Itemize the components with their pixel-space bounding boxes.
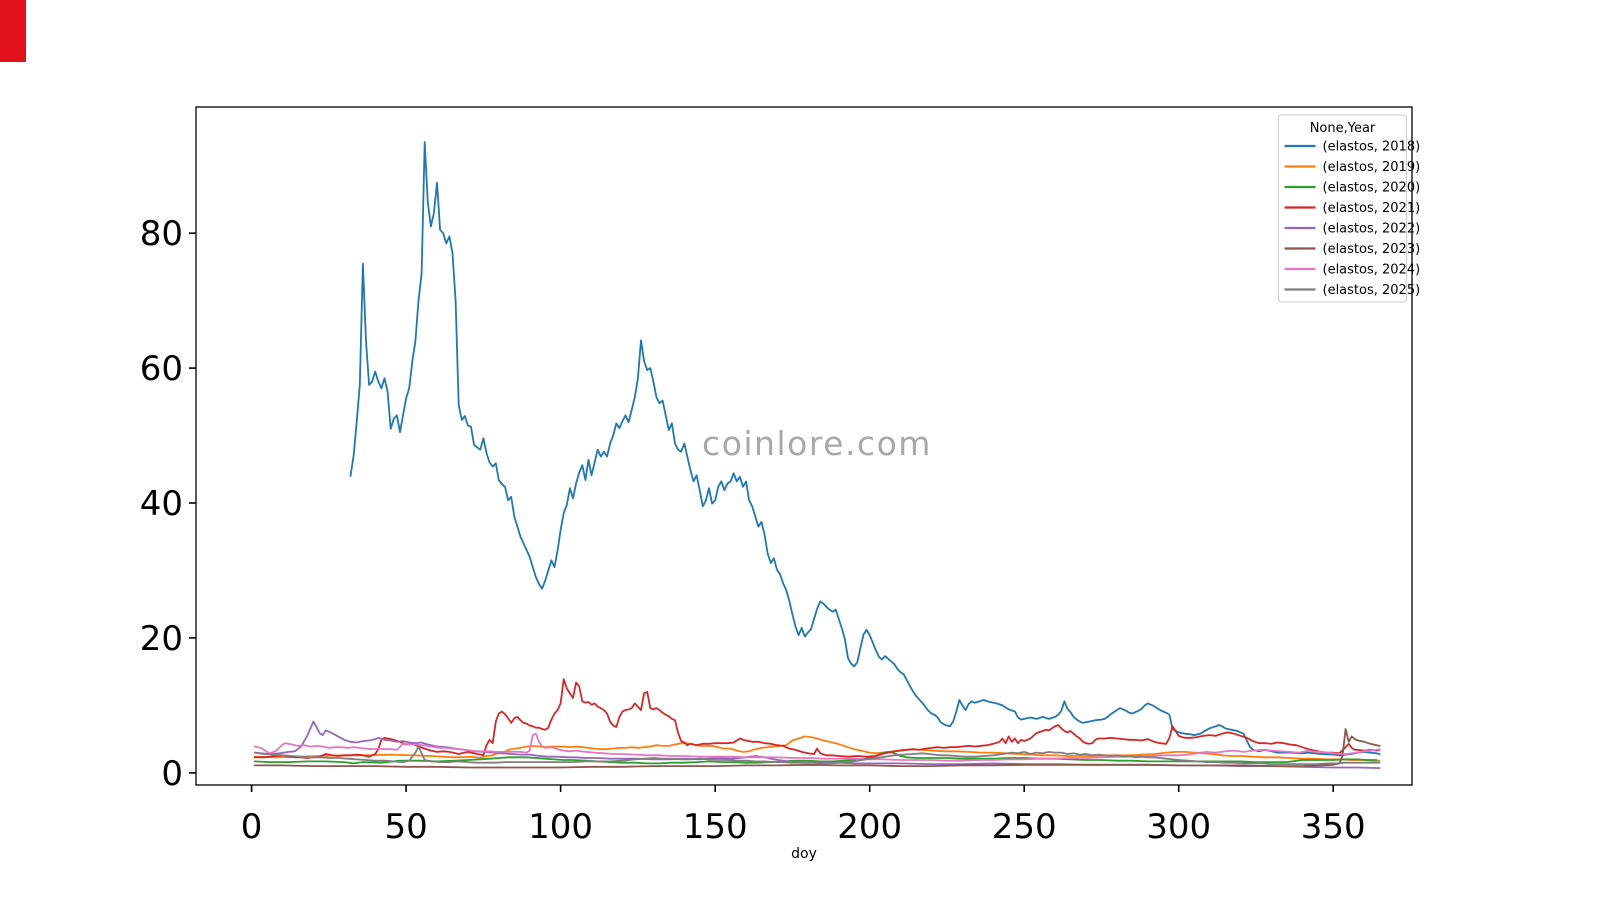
x-tick-label: 300 [1146,807,1211,847]
series-line [253,745,1381,765]
watermark-text: coinlore.com [702,424,932,463]
legend-box [1278,114,1407,303]
series-line [253,720,1381,769]
y-tick-label: 0 [161,754,183,794]
series-line [349,141,1381,757]
x-tick-label: 150 [683,807,748,847]
x-tick-label: 200 [837,807,902,847]
recording-indicator-strip [0,0,26,62]
legend-title: None,Year [1310,121,1376,136]
x-axis-label: doy [791,846,817,862]
y-tick-label: 60 [140,349,183,389]
legend-entry-label: (elastos, 2024) [1323,263,1421,278]
x-tick-label: 50 [384,807,427,847]
x-tick-label: 100 [528,807,593,847]
legend-entry-label: (elastos, 2025) [1323,283,1421,298]
x-tick-label: 250 [992,807,1057,847]
legend-entry-label: (elastos, 2019) [1323,160,1421,175]
y-tick-label: 20 [140,619,183,659]
y-tick-label: 40 [140,484,183,524]
legend-entry-label: (elastos, 2022) [1323,222,1421,237]
y-tick-label: 80 [140,214,183,254]
legend-entry-label: (elastos, 2023) [1323,242,1421,257]
series-line [253,678,1381,759]
series-line [253,735,1381,762]
plot-border [195,106,1413,786]
x-tick-label: 0 [241,807,263,847]
series-line [253,751,1378,765]
legend-entry-label: (elastos, 2021) [1323,201,1421,216]
x-tick-label: 350 [1301,807,1366,847]
series-line [253,728,1381,769]
series-line [253,732,1381,762]
legend-entry-label: (elastos, 2020) [1323,181,1421,196]
legend-entry-label: (elastos, 2018) [1323,140,1421,155]
